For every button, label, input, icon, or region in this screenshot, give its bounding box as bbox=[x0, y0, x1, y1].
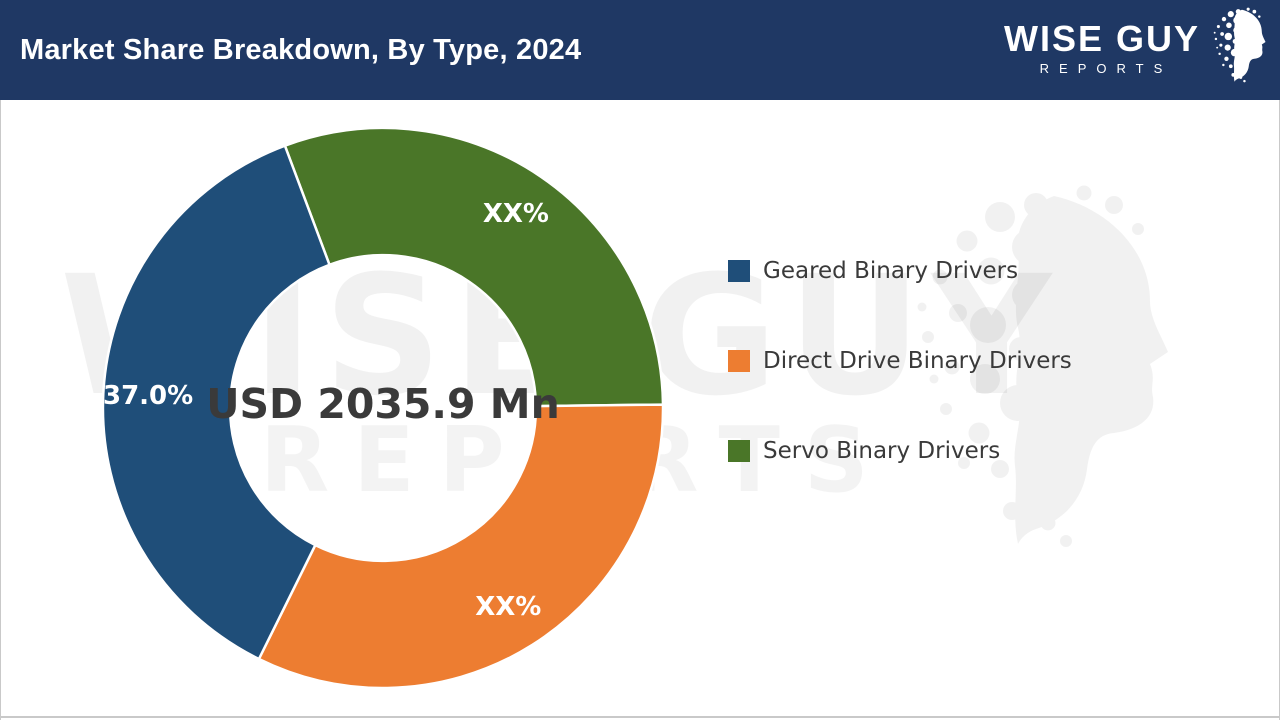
legend-item-label: Servo Binary Drivers bbox=[763, 438, 1001, 464]
brand-logo: WISE GUY REPORTS bbox=[1004, 6, 1268, 88]
chart-center-value: USD 2035.9 Mn bbox=[206, 380, 560, 428]
brand-wordmark: WISE GUY REPORTS bbox=[1003, 17, 1200, 76]
page-border-left bbox=[0, 100, 1, 720]
header-bar: Market Share Breakdown, By Type, 2024 bbox=[0, 0, 1280, 100]
donut-slice bbox=[101, 144, 331, 661]
slice-percent-label: XX% bbox=[475, 592, 541, 622]
donut-slice bbox=[257, 403, 665, 690]
slice-percent-label: XX% bbox=[483, 199, 549, 229]
legend-item-servo: Servo Binary Drivers bbox=[728, 436, 1072, 466]
legend-item-label: Geared Binary Drivers bbox=[763, 258, 1019, 284]
legend-color-swatch bbox=[728, 260, 750, 282]
slice-percent-label: 37.0% bbox=[103, 381, 193, 411]
legend-color-swatch bbox=[728, 440, 750, 462]
legend-item-label: Direct Drive Binary Drivers bbox=[763, 348, 1072, 374]
chart-legend: Geared Binary Drivers Direct Drive Binar… bbox=[728, 256, 1072, 526]
legend-color-swatch bbox=[728, 350, 750, 372]
donut-slice bbox=[283, 126, 665, 408]
page-title: Market Share Breakdown, By Type, 2024 bbox=[20, 33, 582, 66]
brand-face-icon bbox=[1206, 6, 1268, 88]
brand-name: WISE GUY bbox=[1003, 17, 1200, 59]
brand-tagline: REPORTS bbox=[1039, 60, 1173, 76]
legend-item-geared: Geared Binary Drivers bbox=[728, 256, 1072, 286]
legend-item-direct-drive: Direct Drive Binary Drivers bbox=[728, 346, 1072, 376]
page-border-bottom bbox=[0, 716, 1280, 718]
